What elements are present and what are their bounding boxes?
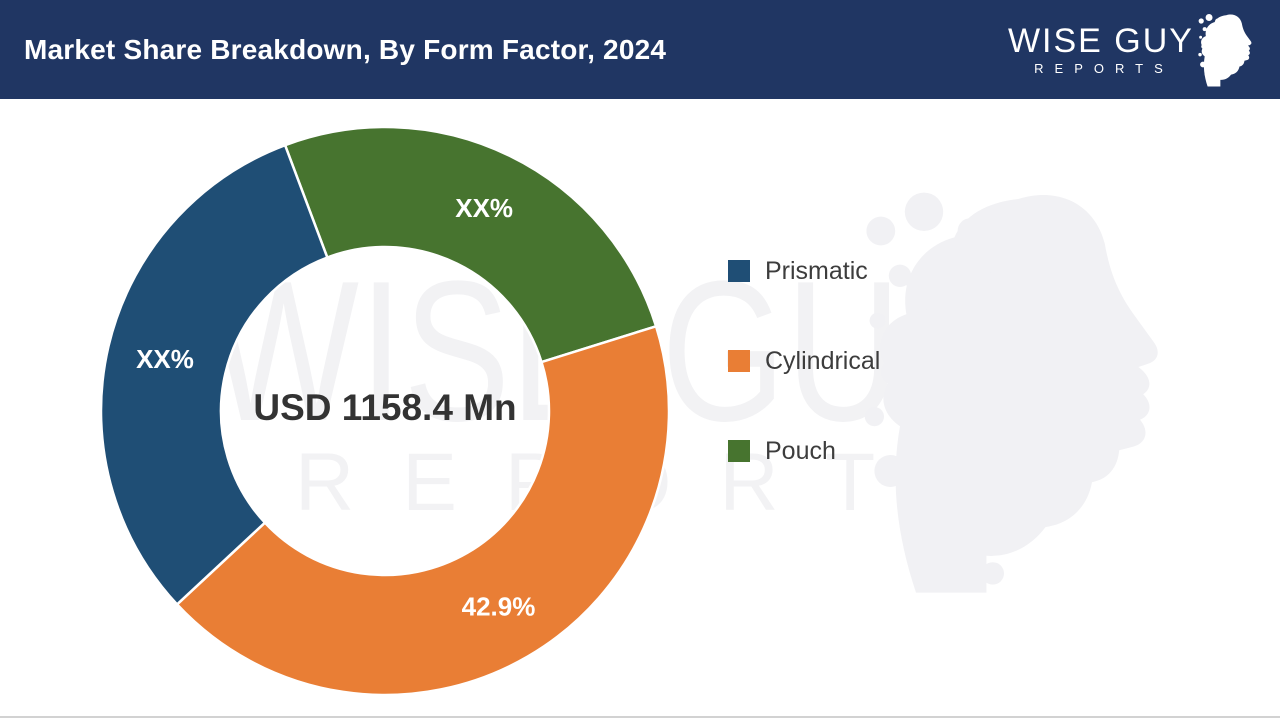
slice-label-pouch: XX% (455, 193, 513, 223)
donut-slice-prismatic[interactable] (99, 143, 329, 606)
legend-label: Cylindrical (765, 346, 881, 375)
legend-swatch-prismatic (728, 260, 750, 282)
logo-face-icon (1198, 13, 1252, 87)
legend-swatch-cylindrical (728, 350, 750, 372)
legend-item-pouch[interactable]: Pouch (728, 434, 880, 468)
bottom-divider (0, 716, 1280, 718)
logo-wordmark: WISE GUY (1007, 22, 1194, 60)
slice-label-prismatic: XX% (136, 344, 194, 374)
legend-item-cylindrical[interactable]: Cylindrical (728, 344, 880, 378)
watermark-face-logo-icon (864, 192, 1158, 593)
logo-subtext: REPORTS (1034, 61, 1174, 76)
donut-slice-cylindrical[interactable] (175, 325, 671, 697)
donut-slice-pouch[interactable] (283, 125, 658, 364)
legend-label: Prismatic (765, 256, 868, 285)
header-bar: Market Share Breakdown, By Form Factor, … (0, 0, 1280, 99)
legend-swatch-pouch (728, 440, 750, 462)
logo-text: WISE GUY REPORTS (1008, 24, 1194, 75)
page-title: Market Share Breakdown, By Form Factor, … (24, 33, 667, 65)
slice-label-cylindrical: 42.9% (462, 591, 536, 621)
legend-label: Pouch (765, 436, 836, 465)
chart-legend: Prismatic Cylindrical Pouch (728, 254, 880, 524)
legend-item-prismatic[interactable]: Prismatic (728, 254, 880, 288)
chart-center-value: USD 1158.4 Mn (253, 387, 517, 428)
wise-guy-reports-logo: WISE GUY REPORTS (1008, 12, 1254, 88)
